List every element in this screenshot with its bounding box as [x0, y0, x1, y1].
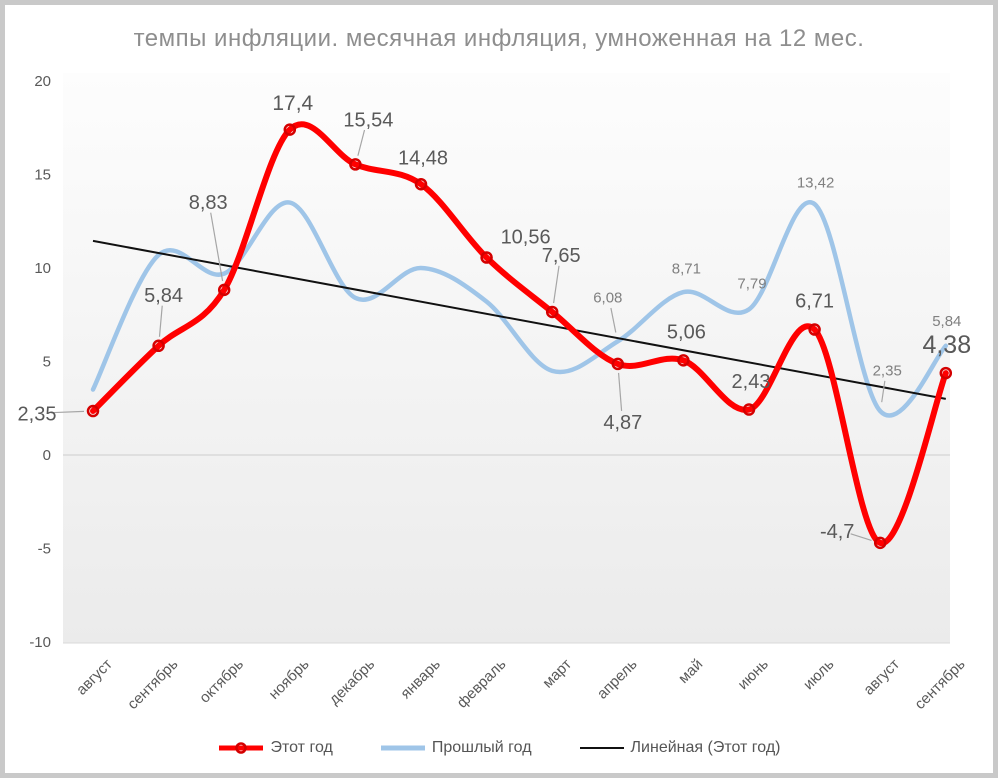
last-year-data-label: 8,71: [672, 261, 701, 278]
label-leader-line: [158, 305, 163, 337]
this-year-data-label: 4,38: [922, 331, 971, 359]
this-year-data-label: 14,48: [398, 147, 448, 169]
data-point-marker: [545, 305, 559, 319]
y-tick-label: 0: [43, 447, 51, 464]
this-year-data-label: 2,43: [732, 371, 771, 393]
this-year-data-label: 6,71: [795, 291, 834, 313]
data-point-marker: [611, 357, 625, 371]
this-year-data-label: 4,87: [603, 412, 642, 434]
chart-legend: Этот год Прошлый год Линейная (Этот год): [5, 739, 993, 757]
label-leader-line: [881, 380, 886, 403]
data-point-marker: [480, 251, 493, 264]
last-year-line-icon: [379, 741, 427, 755]
data-point-marker: [808, 323, 821, 336]
legend-item-trendline: Линейная (Этот год): [578, 739, 781, 757]
last-year-data-label: 2,35: [873, 362, 902, 379]
x-axis-label: февраль: [454, 656, 510, 712]
label-leader-line: [610, 307, 617, 333]
label-leader-line: [50, 410, 85, 414]
x-axis-label: август: [73, 656, 116, 699]
legend-label-trendline: Линейная (Этот год): [630, 739, 781, 756]
y-tick-label: -10: [29, 634, 51, 651]
x-axis-label: июнь: [735, 656, 772, 693]
chart-title: темпы инфляции. месячная инфляция, умнож…: [133, 25, 865, 52]
last-year-data-label: 5,84: [932, 313, 961, 330]
x-axis-label: апрель: [594, 656, 641, 703]
this-year-data-label: 2,35: [18, 403, 57, 425]
last-year-data-label: 7,79: [737, 276, 766, 293]
y-tick-label: 20: [34, 73, 51, 90]
data-point-marker: [152, 339, 165, 353]
x-axis-label: октябрь: [196, 656, 247, 707]
legend-label-this-year: Этот год: [270, 739, 333, 756]
x-axis-label: март: [539, 656, 575, 692]
x-axis-label: июль: [800, 656, 838, 694]
y-tick-label: -5: [38, 541, 51, 558]
label-leader-line: [617, 372, 623, 412]
data-point-marker: [677, 354, 690, 367]
this-year-data-label: 5,84: [144, 285, 183, 307]
legend-item-this-year: Этот год: [217, 739, 333, 757]
label-leader-line: [210, 212, 224, 282]
x-axis-label: август: [860, 656, 903, 699]
legend-label-last-year: Прошлый год: [431, 739, 532, 756]
this-year-data-label: 15,54: [343, 110, 393, 132]
x-axis-label: январь: [397, 656, 444, 703]
this-year-data-label: 8,83: [189, 192, 228, 214]
this-year-line-icon: [217, 741, 265, 755]
last-year-data-label: 13,42: [797, 174, 835, 191]
x-axis-label: май: [675, 656, 706, 687]
data-point-marker: [939, 366, 953, 380]
data-point-marker: [349, 158, 362, 171]
x-axis-label: сентябрь: [124, 656, 181, 713]
this-year-data-label: 17,4: [272, 92, 313, 115]
y-tick-label: 15: [34, 167, 51, 184]
this-year-data-label: 10,56: [501, 227, 551, 249]
label-leader-line: [357, 129, 366, 156]
data-point-marker: [414, 177, 428, 191]
label-leader-line: [553, 265, 560, 304]
data-point-marker: [86, 404, 100, 418]
plot-background: [63, 73, 950, 643]
this-year-data-label: 7,65: [542, 245, 581, 267]
trendline-icon: [578, 741, 626, 755]
x-axis-label: декабрь: [326, 656, 379, 709]
data-point-marker: [742, 403, 756, 416]
data-point-marker: [283, 123, 297, 136]
this-year-data-label: -4,7: [820, 521, 854, 543]
y-tick-label: 5: [43, 354, 51, 371]
series-last-year-line: [90, 199, 949, 418]
data-point-marker: [217, 283, 231, 297]
x-axis-label: ноябрь: [266, 656, 313, 703]
x-axis-label: сентябрь: [911, 656, 968, 713]
last-year-data-label: 6,08: [593, 290, 622, 307]
this-year-data-label: 5,06: [667, 322, 706, 344]
y-tick-label: 10: [34, 260, 51, 277]
label-leader-line: [850, 533, 872, 542]
data-point-marker: [873, 536, 887, 550]
legend-item-last-year: Прошлый год: [379, 739, 532, 757]
